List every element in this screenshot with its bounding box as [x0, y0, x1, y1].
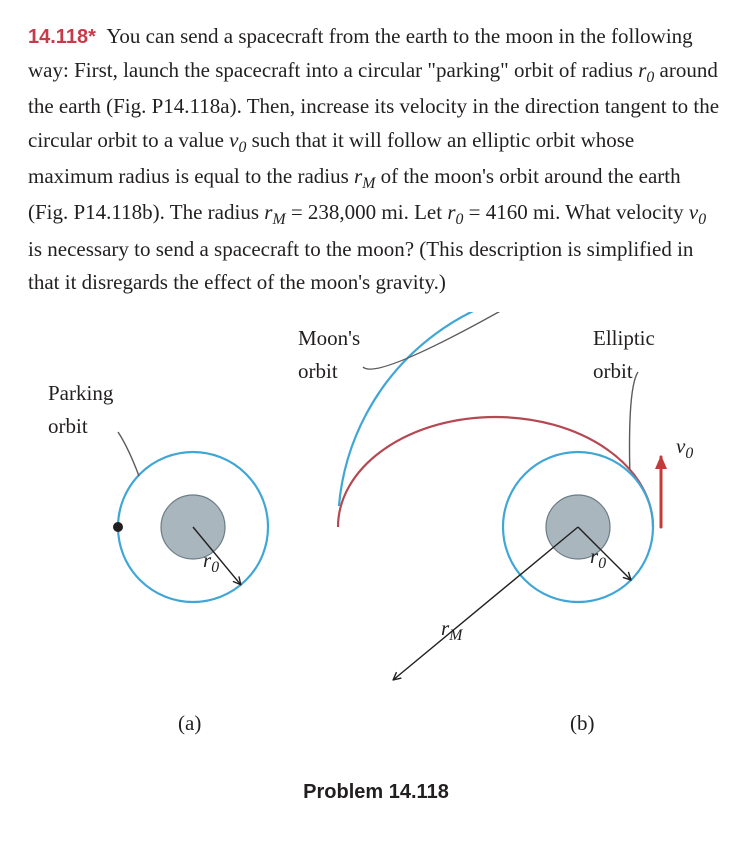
label-moons-orbit: Moon'sorbit [298, 322, 360, 389]
rM-var: rM [354, 164, 375, 188]
text-p6: = 4160 mi. What velocity [463, 200, 689, 224]
v0-var: v0 [229, 128, 246, 152]
label-parking-orbit: Parkingorbit [48, 377, 113, 444]
label-elliptic-orbit: Ellipticorbit [593, 322, 655, 389]
label-r0-a: r0 [203, 544, 219, 580]
r0-var: r0 [638, 58, 654, 82]
figure-caption: Problem 14.118 [28, 776, 724, 808]
label-rM: rM [441, 612, 462, 648]
label-v0: v0 [676, 430, 693, 466]
text-p5: = 238,000 mi. Let [286, 200, 448, 224]
v0-var2: v0 [689, 200, 706, 224]
label-a: (a) [178, 707, 201, 741]
rM-var2: rM [264, 200, 285, 224]
figure: Parkingorbit Moon'sorbit Ellipticorbit r… [28, 312, 728, 772]
label-r0-b: r0 [590, 540, 606, 576]
label-b: (b) [570, 707, 595, 741]
problem-text: 14.118* You can send a spacecraft from t… [28, 20, 724, 300]
text-p1: You can send a spacecraft from the earth… [28, 24, 693, 82]
problem-number: 14.118* [28, 26, 96, 48]
text-p7: is necessary to send a space­craft to th… [28, 237, 693, 295]
r0-var2: r0 [447, 200, 463, 224]
